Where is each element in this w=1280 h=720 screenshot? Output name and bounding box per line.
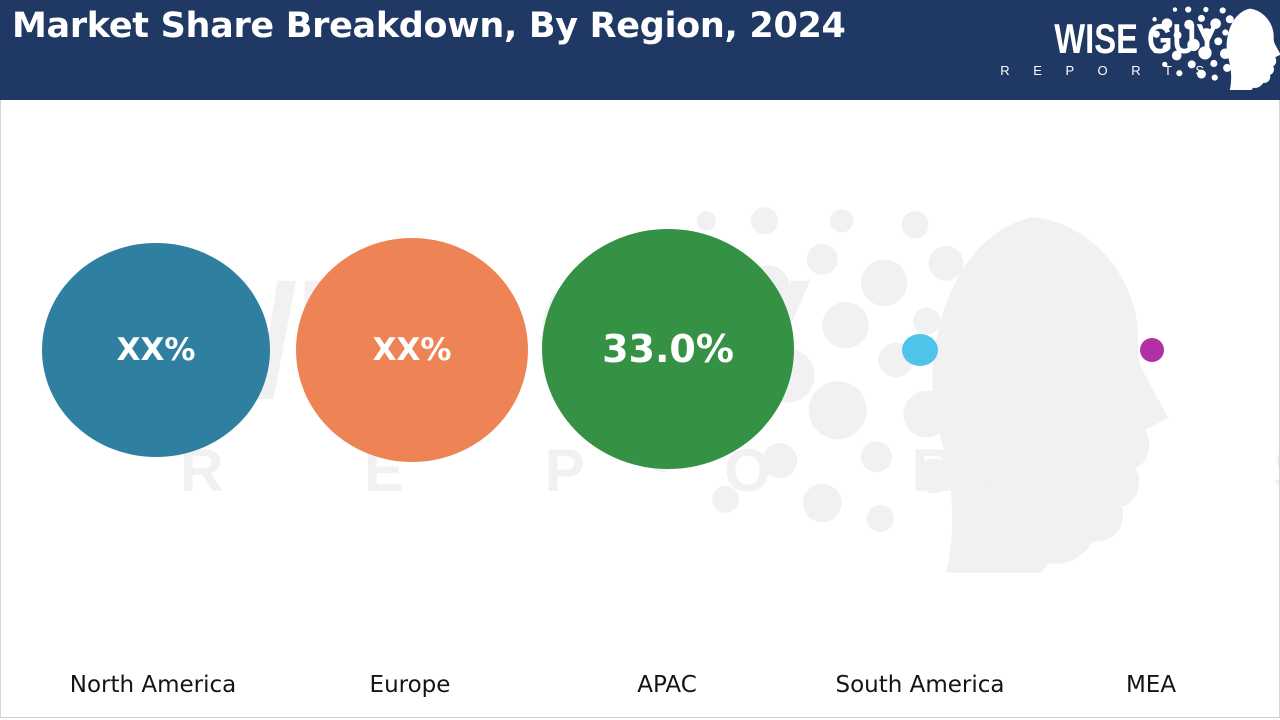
category-label-europe: Europe <box>369 672 451 698</box>
category-label-south-america: South America <box>835 672 1005 698</box>
bubble-north-america: XX% <box>42 243 270 457</box>
category-label-north-america: North America <box>69 672 237 698</box>
brand-head-icon <box>1152 6 1280 90</box>
header-bar: Market Share Breakdown, By Region, 2024 … <box>0 0 1280 100</box>
bubble-value-label: 33.0% <box>602 327 734 371</box>
bubble-south-america <box>902 334 938 366</box>
category-label-mea: MEA <box>1125 672 1177 698</box>
chart-title: Market Share Breakdown, By Region, 2024 <box>12 6 846 46</box>
bubble-value-label: XX% <box>372 332 452 368</box>
bubble-apac: 33.0% <box>542 229 794 469</box>
brand-tagline: R E P O R T S <box>1000 63 1214 78</box>
bubble-europe: XX% <box>296 238 528 462</box>
bubble-value-label: XX% <box>116 332 196 368</box>
bubble-mea <box>1140 338 1164 362</box>
category-label-apac: APAC <box>637 672 697 698</box>
